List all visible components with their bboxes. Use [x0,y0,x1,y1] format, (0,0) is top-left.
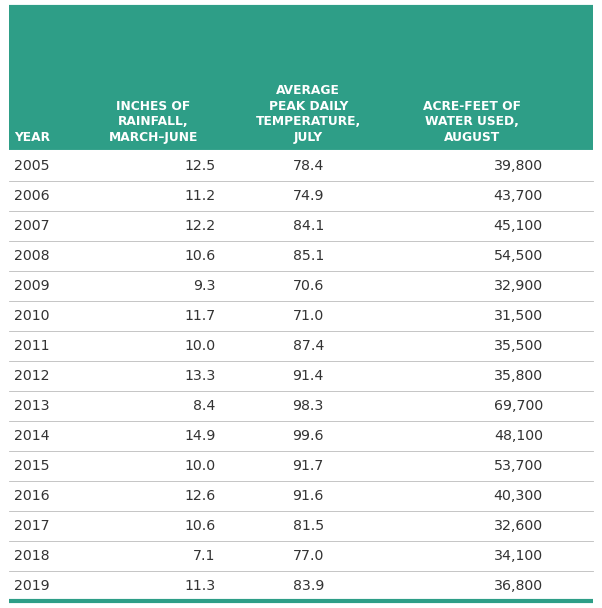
Text: 78.4: 78.4 [293,159,324,173]
Text: 2007: 2007 [14,219,49,233]
Text: 70.6: 70.6 [293,279,324,293]
Text: 11.7: 11.7 [184,309,216,323]
Text: 12.2: 12.2 [185,219,216,233]
Bar [9,541,593,571]
Text: 98.3: 98.3 [293,399,324,413]
Text: 10.0: 10.0 [185,459,216,473]
Bar [9,571,593,601]
Text: 10.6: 10.6 [184,519,216,533]
Text: 48,100: 48,100 [494,429,543,443]
Text: 87.4: 87.4 [293,339,324,353]
Text: 83.9: 83.9 [293,579,324,593]
Bar [9,271,593,301]
Text: 11.2: 11.2 [185,189,216,203]
Text: 14.9: 14.9 [184,429,216,443]
Text: 71.0: 71.0 [293,309,324,323]
Text: 34,100: 34,100 [494,549,543,563]
Bar [9,331,593,361]
Text: 2010: 2010 [14,309,49,323]
Text: INCHES OF
RAINFALL,
MARCH–JUNE: INCHES OF RAINFALL, MARCH–JUNE [109,100,198,143]
Text: 45,100: 45,100 [494,219,543,233]
Text: 43,700: 43,700 [494,189,543,203]
Text: 35,500: 35,500 [494,339,543,353]
Text: 7.1: 7.1 [193,549,216,563]
Text: 91.6: 91.6 [293,489,324,503]
Text: 32,900: 32,900 [494,279,543,293]
Text: 2015: 2015 [14,459,49,473]
Bar [9,211,593,241]
Bar [9,511,593,541]
Text: 8.4: 8.4 [193,399,216,413]
Text: 91.4: 91.4 [293,369,324,383]
Text: 69,700: 69,700 [494,399,543,413]
Text: 32,600: 32,600 [494,519,543,533]
Text: 77.0: 77.0 [293,549,324,563]
Text: 12.6: 12.6 [184,489,216,503]
Text: 36,800: 36,800 [494,579,543,593]
Text: 2009: 2009 [14,279,49,293]
Text: 2008: 2008 [14,249,49,263]
Text: 40,300: 40,300 [494,489,543,503]
Bar [9,7,593,151]
Text: 2019: 2019 [14,579,49,593]
Text: 2012: 2012 [14,369,49,383]
Bar [9,421,593,451]
Text: 39,800: 39,800 [494,159,543,173]
Text: 85.1: 85.1 [293,249,324,263]
Text: 53,700: 53,700 [494,459,543,473]
Text: 35,800: 35,800 [494,369,543,383]
Text: 11.3: 11.3 [184,579,216,593]
Text: 10.6: 10.6 [184,249,216,263]
Bar [9,241,593,271]
Text: 2018: 2018 [14,549,49,563]
Text: 13.3: 13.3 [184,369,216,383]
Text: 2011: 2011 [14,339,49,353]
Bar [9,361,593,391]
Bar [9,151,593,181]
Text: 84.1: 84.1 [293,219,324,233]
Text: 74.9: 74.9 [293,189,324,203]
Text: ACRE-FEET OF
WATER USED,
AUGUST: ACRE-FEET OF WATER USED, AUGUST [423,100,521,143]
Bar [9,481,593,511]
Text: 99.6: 99.6 [293,429,324,443]
Text: AVERAGE
PEAK DAILY
TEMPERATURE,
JULY: AVERAGE PEAK DAILY TEMPERATURE, JULY [256,85,361,143]
Text: 2016: 2016 [14,489,49,503]
Bar [9,451,593,481]
Text: 9.3: 9.3 [193,279,216,293]
Text: 2013: 2013 [14,399,49,413]
Text: 2014: 2014 [14,429,49,443]
Bar [9,391,593,421]
Text: 91.7: 91.7 [293,459,324,473]
Text: 2017: 2017 [14,519,49,533]
Text: 2006: 2006 [14,189,49,203]
Text: 10.0: 10.0 [185,339,216,353]
Text: 12.5: 12.5 [184,159,216,173]
Text: 81.5: 81.5 [293,519,324,533]
Text: 2005: 2005 [14,159,49,173]
Text: 31,500: 31,500 [494,309,543,323]
Bar [9,181,593,211]
Bar [9,301,593,331]
Text: YEAR: YEAR [14,131,50,143]
Text: 54,500: 54,500 [494,249,543,263]
